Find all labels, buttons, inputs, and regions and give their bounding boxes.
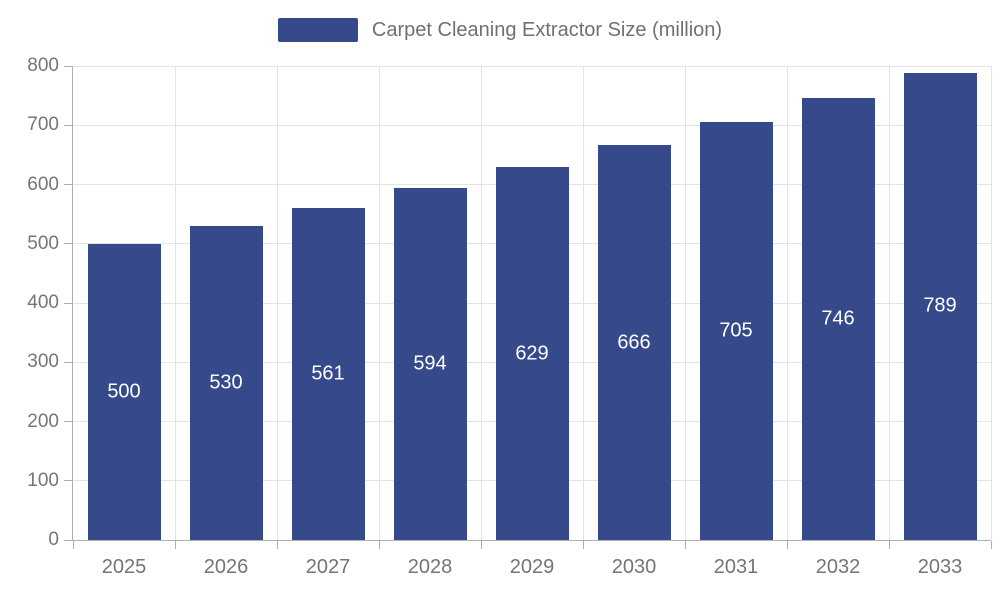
v-gridline	[786, 66, 788, 540]
v-gridline	[480, 66, 482, 540]
bar-value-label: 746	[821, 307, 855, 330]
x-axis-line	[72, 540, 991, 541]
legend-label: Carpet Cleaning Extractor Size (million)	[371, 18, 723, 41]
y-axis-tick-label: 600	[27, 173, 59, 195]
h-gridline	[73, 124, 991, 126]
bar-2027: 561	[291, 207, 365, 540]
x-axis-tick	[378, 541, 380, 549]
x-axis-tick	[582, 541, 584, 549]
x-axis-tick-label: 2032	[815, 556, 861, 578]
bar-2025: 500	[87, 243, 161, 540]
x-axis-tick-label: 2033	[917, 556, 963, 578]
y-axis-tick-label: 800	[27, 55, 59, 76]
bar-value-label: 530	[209, 371, 243, 394]
x-axis-tick-label: 2028	[407, 556, 453, 578]
y-axis-tick-label: 100	[27, 469, 59, 491]
plot-area: 0 100 200 300 400 500 600 700 800 500 2025 530 2026 5…	[27, 55, 992, 578]
x-axis-tick	[480, 541, 482, 549]
bar-value-label: 594	[413, 352, 447, 375]
x-axis-tick	[888, 541, 890, 549]
y-axis-tick-label: 0	[48, 529, 59, 550]
x-axis-tick	[276, 541, 278, 549]
bar-2028: 594	[393, 188, 467, 540]
bar-value-label: 629	[515, 342, 549, 365]
x-axis-tick-label: 2031	[713, 556, 759, 578]
bar-2031: 705	[699, 122, 773, 540]
x-axis-tick	[174, 541, 176, 549]
legend[interactable]: Carpet Cleaning Extractor Size (million)	[0, 18, 1000, 42]
x-axis-tick-label: 2030	[611, 556, 657, 578]
y-axis-tick-label: 400	[27, 292, 59, 313]
x-axis-tick-label: 2029	[509, 556, 555, 578]
y-axis-tick	[64, 243, 72, 245]
y-axis-tick	[64, 539, 72, 541]
y-axis-tick-label: 700	[27, 114, 59, 136]
y-axis-line	[72, 66, 73, 540]
y-axis-tick-label: 500	[27, 232, 59, 254]
x-axis-tick-label: 2027	[305, 556, 351, 578]
x-axis-tick-label: 2026	[203, 556, 249, 578]
legend-swatch	[277, 18, 358, 42]
x-axis-tick	[990, 541, 992, 549]
bar-2029: 629	[495, 167, 569, 540]
x-axis-tick-label: 2025	[101, 556, 147, 578]
bar-value-label: 666	[617, 331, 651, 354]
y-axis-tick	[64, 124, 72, 126]
bar-value-label: 789	[923, 294, 957, 317]
y-axis-tick	[64, 65, 72, 67]
v-gridline	[174, 66, 176, 540]
bar-2030: 666	[597, 145, 671, 540]
bar-value-label: 500	[107, 380, 141, 403]
v-gridline	[582, 66, 584, 540]
y-axis-tick	[64, 480, 72, 482]
v-gridline	[276, 66, 278, 540]
bar-value-label: 705	[719, 319, 753, 342]
v-gridline	[684, 66, 686, 540]
y-axis-tick	[64, 421, 72, 422]
y-axis-tick-label: 200	[27, 410, 59, 432]
bar-2026: 530	[189, 225, 263, 540]
v-gridline	[378, 66, 380, 540]
bar-2032: 746	[801, 98, 875, 540]
v-gridline	[990, 66, 992, 540]
bar-2033: 789	[903, 72, 977, 540]
x-axis-tick	[786, 541, 788, 549]
v-gridline	[888, 66, 890, 540]
h-gridline	[73, 65, 991, 67]
y-axis-tick	[64, 184, 72, 185]
x-axis-tick	[684, 541, 686, 549]
bar-value-label: 561	[311, 362, 345, 385]
y-axis-tick-label: 300	[27, 351, 59, 373]
x-axis-tick	[72, 541, 74, 549]
y-axis-tick	[64, 302, 72, 304]
y-axis-tick	[64, 361, 72, 363]
